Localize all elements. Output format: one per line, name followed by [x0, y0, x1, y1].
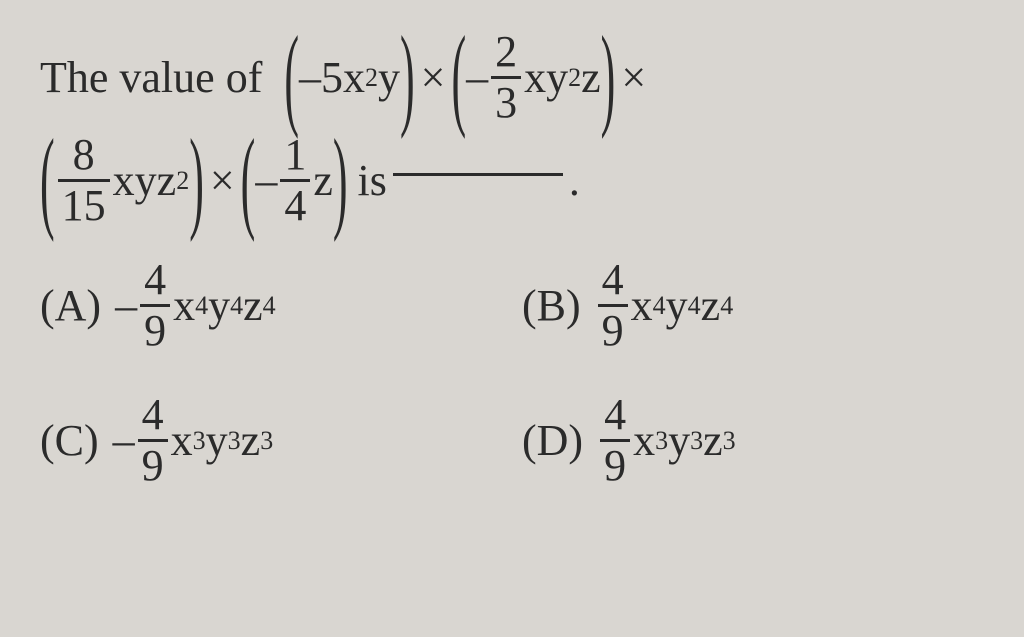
fraction-4-9: 4 9 — [600, 393, 630, 488]
lparen: ( — [451, 0, 466, 163]
var-x: x — [633, 415, 655, 466]
spacer — [262, 45, 284, 111]
question-stem: The value of ( –5x 2 y ) × ( – 2 3 xy 2 … — [40, 30, 984, 228]
fraction-2-3: 2 3 — [491, 30, 521, 125]
exp: 3 — [260, 426, 273, 456]
exp: 4 — [195, 291, 208, 321]
lead-text: The value of — [40, 45, 262, 111]
page: The value of ( –5x 2 y ) × ( – 2 3 xy 2 … — [0, 0, 1024, 637]
option-label: (B) — [522, 280, 581, 331]
denominator: 15 — [58, 179, 110, 228]
answer-blank — [393, 173, 563, 176]
lparen: ( — [284, 0, 299, 163]
rparen: ) — [601, 0, 616, 163]
exp: 4 — [720, 291, 733, 321]
rparen: ) — [400, 0, 415, 163]
exp: 4 — [653, 291, 666, 321]
lparen: ( — [241, 95, 256, 267]
question-row-2: ( 8 15 xyz 2 ) × ( – 1 4 z ) is . — [40, 133, 984, 228]
var-y: y — [668, 415, 690, 466]
numerator: 4 — [600, 393, 630, 439]
times-2: × — [621, 45, 646, 111]
fraction-4-9: 4 9 — [598, 258, 628, 353]
var-x: x — [173, 280, 195, 331]
exp: 3 — [723, 426, 736, 456]
exp: 3 — [655, 426, 668, 456]
exp: 4 — [263, 291, 276, 321]
lparen: ( — [40, 95, 55, 267]
fraction-8-15: 8 15 — [58, 133, 110, 228]
question-row-1: The value of ( –5x 2 y ) × ( – 2 3 xy 2 … — [40, 30, 984, 125]
option-c[interactable]: (C) – 4 9 x 3 y 3 z 3 — [40, 393, 502, 488]
neg: – — [115, 280, 137, 331]
option-b[interactable]: (B) 4 9 x 4 y 4 z 4 — [522, 258, 984, 353]
exp: 4 — [688, 291, 701, 321]
term1-tail: y — [378, 45, 400, 111]
exp: 3 — [193, 426, 206, 456]
neg: – — [255, 148, 277, 214]
options-grid: (A) – 4 9 x 4 y 4 z 4 (B) 4 9 x 4 y 4 z — [40, 258, 984, 488]
rparen: ) — [333, 95, 348, 267]
var-z: z — [243, 280, 263, 331]
exp: 4 — [230, 291, 243, 321]
period: . — [569, 148, 580, 214]
numerator: 8 — [69, 133, 99, 179]
option-label: (C) — [40, 415, 99, 466]
denominator: 4 — [280, 179, 310, 228]
numerator: 4 — [140, 258, 170, 304]
var-y: y — [206, 415, 228, 466]
neg: – — [113, 415, 135, 466]
neg: – — [466, 45, 488, 111]
denominator: 3 — [491, 76, 521, 125]
term2-tail-b: z — [581, 45, 601, 111]
exp: 3 — [690, 426, 703, 456]
term2-exp-a: 2 — [568, 58, 581, 97]
var-z: z — [703, 415, 723, 466]
rparen: ) — [189, 95, 204, 267]
var-z: z — [701, 280, 721, 331]
denominator: 9 — [598, 304, 628, 353]
exp: 3 — [228, 426, 241, 456]
var-x: x — [631, 280, 653, 331]
denominator: 9 — [600, 439, 630, 488]
numerator: 4 — [598, 258, 628, 304]
option-label: (A) — [40, 280, 101, 331]
option-d[interactable]: (D) 4 9 x 3 y 3 z 3 — [522, 393, 984, 488]
numerator: 4 — [138, 393, 168, 439]
times-1: × — [421, 45, 446, 111]
numerator: 2 — [491, 30, 521, 76]
term3-tail: xyz — [113, 148, 177, 214]
var-x: x — [171, 415, 193, 466]
term1-exp: 2 — [365, 58, 378, 97]
option-a[interactable]: (A) – 4 9 x 4 y 4 z 4 — [40, 258, 502, 353]
term3-exp: 2 — [176, 161, 189, 200]
option-label: (D) — [522, 415, 583, 466]
term2-tail-a: xy — [524, 45, 568, 111]
times-3: × — [210, 148, 235, 214]
is-text: is — [358, 148, 387, 214]
var-y: y — [666, 280, 688, 331]
denominator: 9 — [138, 439, 168, 488]
fraction-4-9: 4 9 — [140, 258, 170, 353]
var-y: y — [208, 280, 230, 331]
var-z: z — [241, 415, 261, 466]
term4-tail: z — [313, 148, 333, 214]
denominator: 9 — [140, 304, 170, 353]
fraction-4-9: 4 9 — [138, 393, 168, 488]
